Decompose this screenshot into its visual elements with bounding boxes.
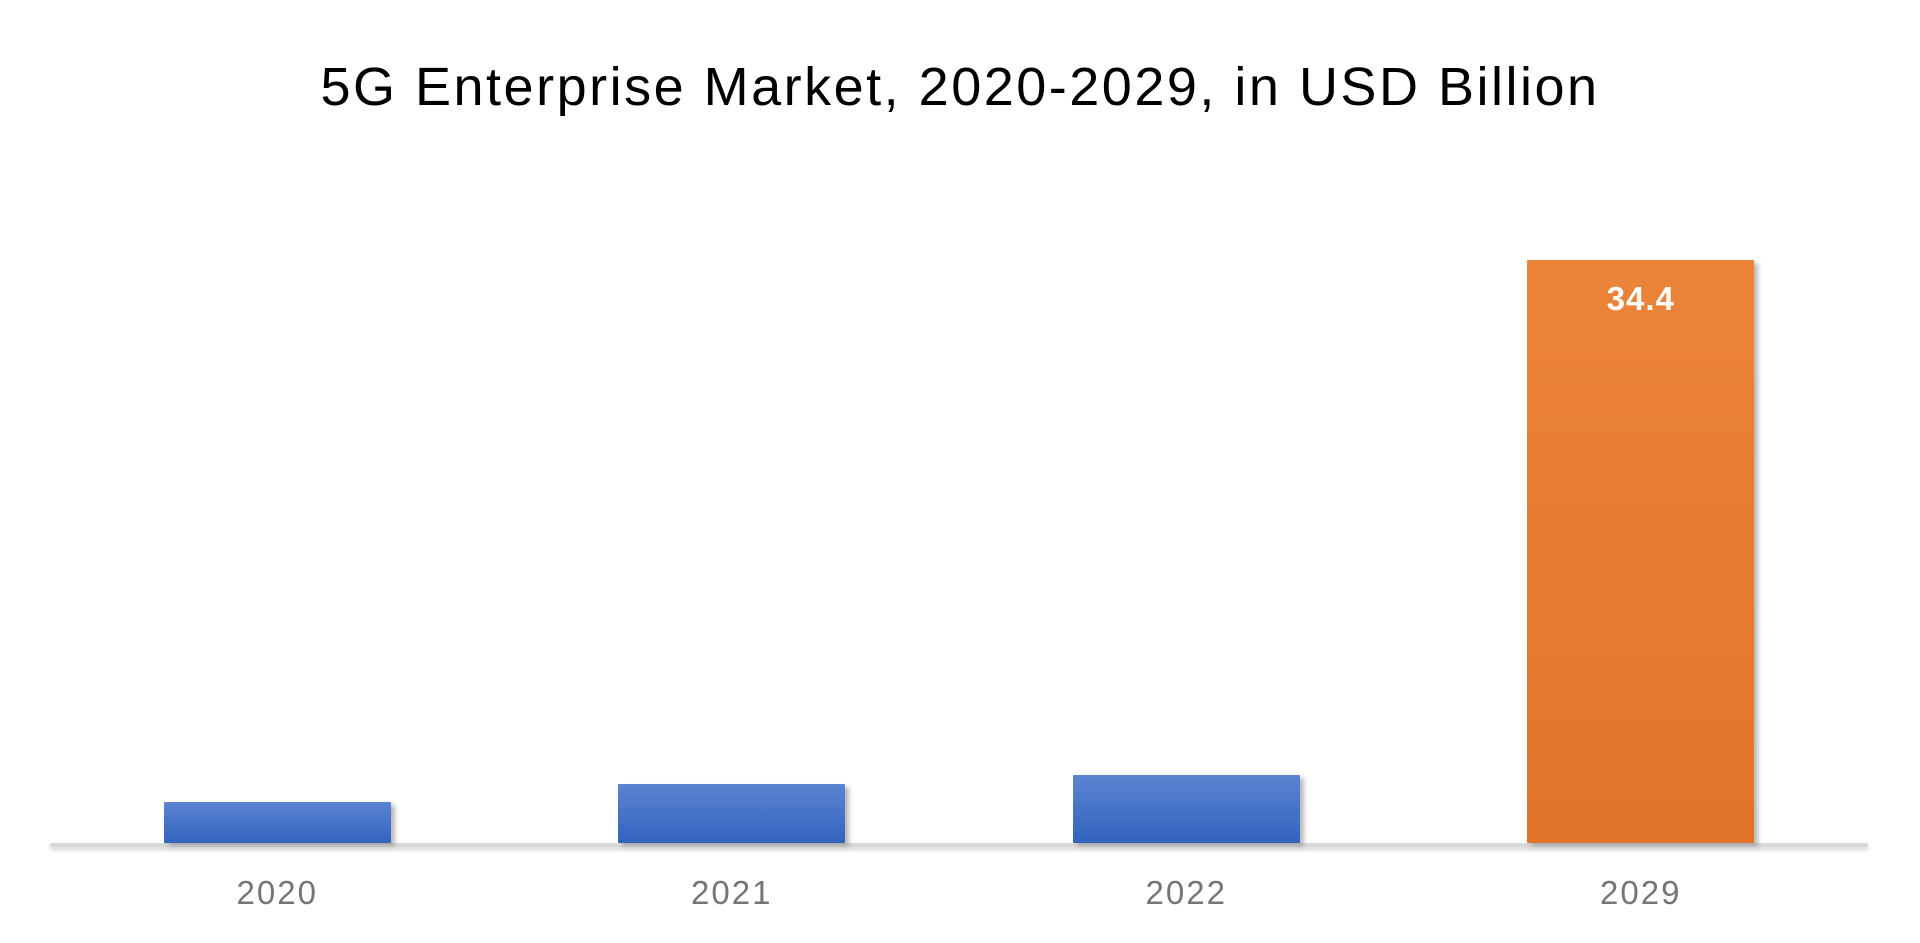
x-axis-label-2029: 2029: [1600, 874, 1682, 911]
x-axis-label-2021: 2021: [691, 874, 773, 911]
x-axis-label-2020: 2020: [236, 874, 318, 911]
bar-2021: [618, 783, 846, 843]
bar-2029: 34.4: [1527, 260, 1755, 843]
data-label-2029: 34.4: [1606, 280, 1675, 317]
bar-2022: [1072, 775, 1300, 843]
bar-2020: [163, 802, 391, 843]
chart-title: 5G Enterprise Market, 2020-2029, in USD …: [320, 57, 1600, 117]
x-axis-label-2022: 2022: [1145, 874, 1227, 911]
x-axis-line: [50, 843, 1868, 847]
